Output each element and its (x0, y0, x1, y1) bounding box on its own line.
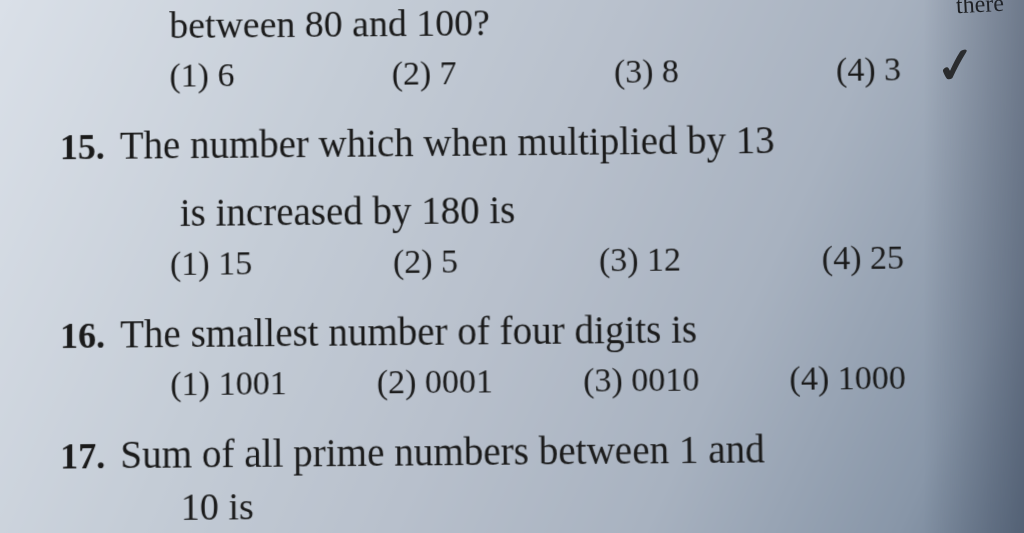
q15-text-line1: The number which when multiplied by 13 (120, 110, 993, 176)
q17-text-line2: 10 is (181, 478, 999, 530)
q16-number: 16. (60, 314, 120, 357)
q15-option-2: (2) 5 (393, 243, 458, 282)
q15-option-3: (3) 12 (599, 241, 682, 280)
q16-option-1: (1) 1001 (170, 365, 287, 404)
q15-question: 15. The number which when multiplied by … (60, 110, 993, 176)
textbook-page: between 80 and 100? (1) 6 (2) 7 (3) 8 (4… (0, 0, 1024, 531)
q15-text-line2: is increased by 180 is (180, 183, 994, 235)
q14-options: (1) 6 (2) 7 (3) 8 (4) 3 (169, 51, 991, 96)
q14-text: between 80 and 100? (169, 0, 990, 48)
q15-number: 15. (60, 126, 120, 168)
q14-option-4: (4) 3 (836, 51, 901, 89)
q16-text: The smallest number of four digits is (120, 298, 996, 364)
q16-option-4: (4) 1000 (789, 360, 906, 399)
q17-question: 17. Sum of all prime numbers between 1 a… (60, 419, 998, 486)
q17-text-line1: Sum of all prime numbers between 1 and (120, 419, 997, 486)
q14-option-1: (1) 6 (169, 57, 234, 95)
q16-option-2: (2) 0001 (377, 363, 494, 402)
q17-number: 17. (60, 435, 120, 478)
q15-option-1: (1) 15 (170, 245, 252, 284)
q15-option-4: (4) 25 (822, 239, 905, 278)
q16-option-3: (3) 0010 (583, 361, 700, 400)
q14-option-2: (2) 7 (392, 55, 457, 93)
q15-options: (1) 15 (2) 5 (3) 12 (4) 25 (170, 238, 994, 283)
q16-options: (1) 1001 (2) 0001 (3) 0010 (4) 1000 (170, 359, 996, 404)
q16-question: 16. The smallest number of four digits i… (60, 298, 996, 365)
q14-option-3: (3) 8 (614, 53, 679, 91)
